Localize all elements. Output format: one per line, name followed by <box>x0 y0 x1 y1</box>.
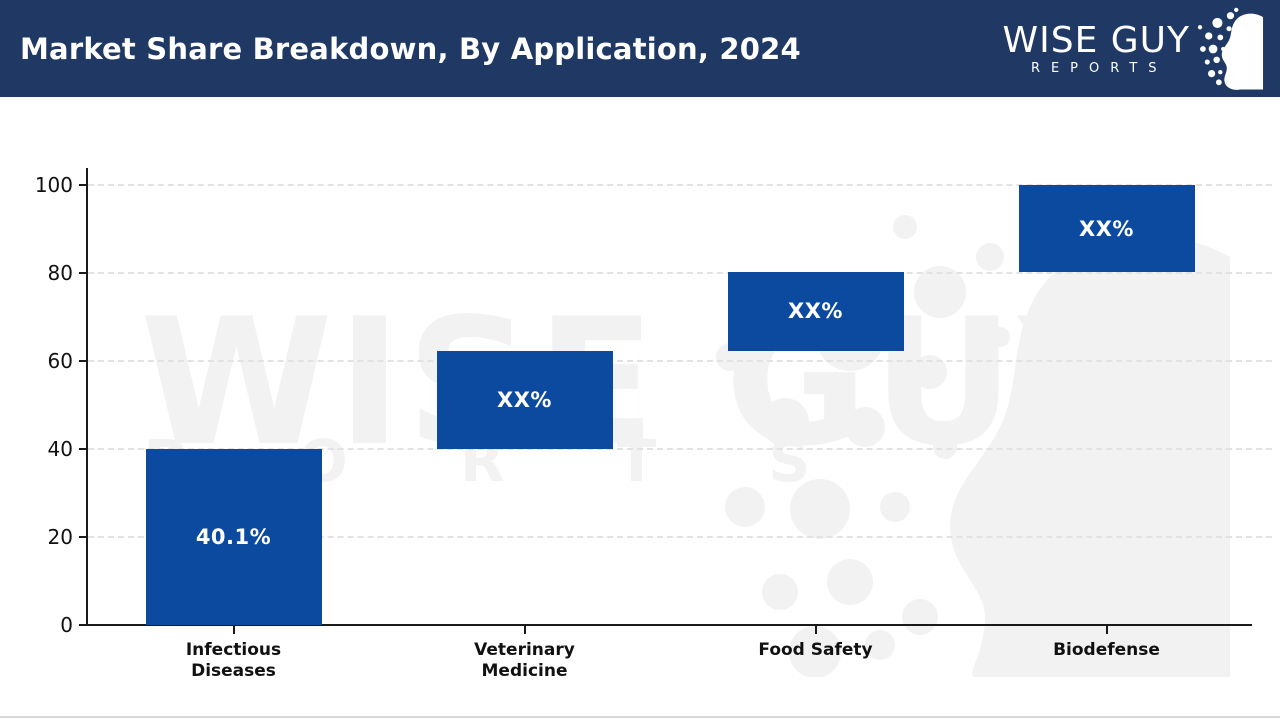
y-tick-mark-20 <box>79 536 87 538</box>
x-category-label-4: Biodefense <box>1053 640 1160 660</box>
y-tick-label-40: 40 <box>47 437 73 461</box>
bar-value-label: XX% <box>497 387 552 412</box>
wiseguy-head-icon <box>1197 7 1264 90</box>
gridline-80 <box>88 272 1272 274</box>
wiseguy-logo: WISE GUY REPORTS <box>1003 6 1266 92</box>
chart-title: Market Share Breakdown, By Application, … <box>20 31 801 66</box>
wiseguy-logo-wordmark: WISE GUY <box>1002 19 1190 61</box>
y-tick-mark-80 <box>79 272 87 274</box>
bottom-rule <box>0 716 1280 718</box>
y-tick-mark-100 <box>79 184 87 186</box>
y-tick-label-0: 0 <box>60 613 73 637</box>
gridline-100 <box>88 184 1272 186</box>
x-tick-mark-2 <box>523 626 526 634</box>
y-tick-label-80: 80 <box>47 261 73 285</box>
x-category-label-1: Infectious Diseases <box>185 640 282 681</box>
gridline-40 <box>88 448 1272 450</box>
gridline-60 <box>88 360 1272 362</box>
y-axis-line <box>86 168 88 626</box>
wiseguy-logo-text: WISE GUY REPORTS <box>1002 19 1191 76</box>
y-tick-mark-0 <box>79 624 87 626</box>
x-tick-mark-4 <box>1105 626 1108 634</box>
bar-value-label: XX% <box>1079 216 1134 241</box>
y-tick-mark-40 <box>79 448 87 450</box>
bar-value-label: XX% <box>788 299 843 324</box>
bar-food-safety: XX% <box>727 272 904 351</box>
y-tick-label-20: 20 <box>47 525 73 549</box>
x-category-label-2: Veterinary Medicine <box>474 640 575 681</box>
x-tick-mark-3 <box>814 626 817 634</box>
gridline-20 <box>88 536 1272 538</box>
bar-value-label: 40.1% <box>195 524 272 549</box>
x-axis-line <box>86 624 1252 626</box>
header-bar: Market Share Breakdown, By Application, … <box>0 0 1280 97</box>
x-category-label-3: Food Safety <box>758 640 873 660</box>
y-tick-label-60: 60 <box>47 349 73 373</box>
y-tick-mark-60 <box>79 360 87 362</box>
bar-biodefense: XX% <box>1018 185 1195 273</box>
y-tick-label-100: 100 <box>34 173 73 197</box>
x-tick-mark-1 <box>232 626 235 634</box>
bar-infectious-diseases: 40.1% <box>145 448 322 625</box>
wiseguy-logo-subtitle: REPORTS <box>1030 60 1168 76</box>
bar-veterinary-medicine: XX% <box>436 350 613 449</box>
